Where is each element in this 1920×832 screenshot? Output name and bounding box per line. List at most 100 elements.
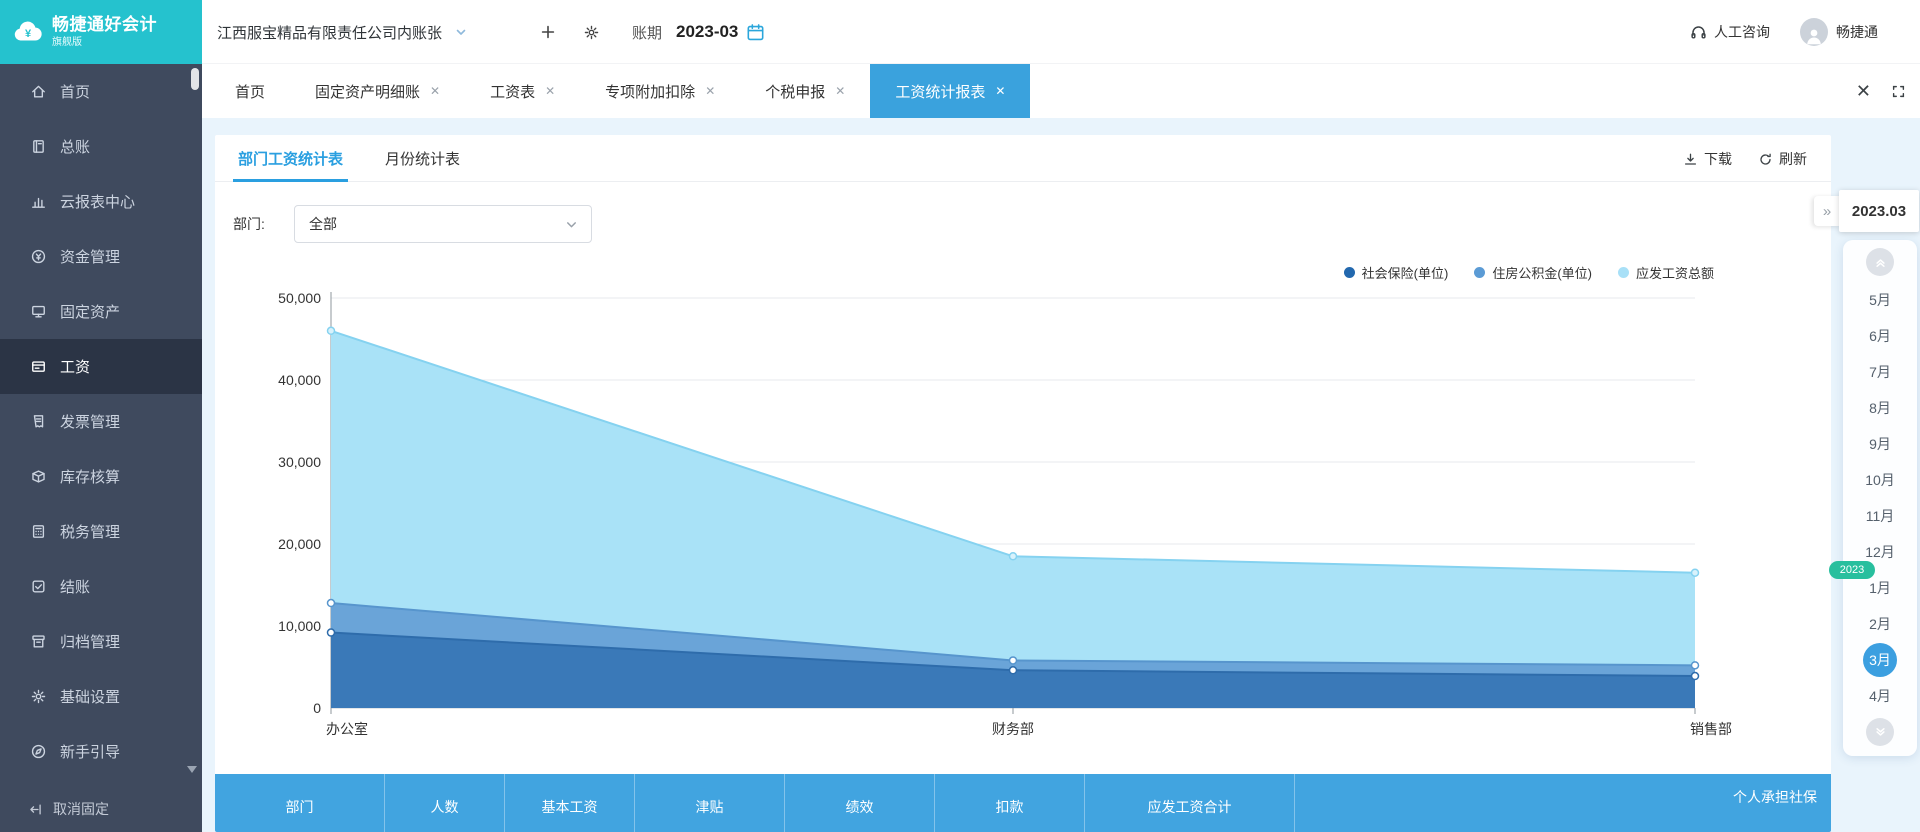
sidebar: 首页总账云报表中心 资金管理 固定资产 工资发票管理库存核算税务管理结账 归档管理 基础设… [0,64,202,832]
sidebar-item-label: 总账 [60,139,91,156]
sidebar-item-invoice[interactable]: 发票管理 [0,394,202,449]
svg-text:办公室: 办公室 [326,721,368,737]
month-panel: 5月 6月 7月 8月 9月 10月 11月 12月 1月 2月 3月 4月 2023 [1829,240,1917,756]
salary-chart-svg: 0 10,000 20,000 30,000 40,000 50,000 办公室 财务部 销售部 [278,290,1732,737]
document-tab[interactable]: 专项附加扣除 ✕ [580,64,740,118]
period-value[interactable]: 2023-03 [676,22,739,41]
month-item[interactable]: 3月 [1843,642,1917,678]
sidebar-item-settings[interactable]: 基础设置 [0,669,202,724]
svg-text:财务部: 财务部 [992,721,1034,737]
svg-text:40,000: 40,000 [278,372,321,388]
year-badge: 2023 [1829,561,1875,579]
document-tab[interactable]: 工资表 ✕ [465,64,580,118]
svg-text:30,000: 30,000 [278,454,321,470]
calendar-icon[interactable] [746,0,765,64]
sidebar-item-report[interactable]: 云报表中心 [0,174,202,229]
settings-gear-button[interactable] [583,0,600,64]
sidebar-scroll-down-icon[interactable] [187,766,197,778]
report-icon [30,193,47,210]
chevron-down-icon [564,217,579,232]
close-all-tabs-icon[interactable]: ✕ [1855,81,1871,101]
sidebar-item-inventory[interactable]: 库存核算 [0,449,202,504]
user-name: 畅捷通 [1836,24,1878,40]
scroll-up-button[interactable] [1866,248,1894,276]
column-header: 部门 [215,774,385,832]
svg-text:50,000: 50,000 [278,290,321,306]
report-card: 部门工资统计表 月份统计表 下载 刷新 部门: 全部 [215,135,1831,832]
sidebar-item-guide[interactable]: 新手引导 [0,724,202,779]
tab-close-icon[interactable]: ✕ [430,84,441,98]
legend-item[interactable]: 住房公积金(单位) [1474,263,1592,282]
scroll-down-button[interactable] [1866,718,1894,746]
tab-close-icon[interactable]: ✕ [835,84,846,98]
download-label: 下载 [1704,151,1732,167]
sidebar-item-closing[interactable]: 结账 [0,559,202,614]
table-header-row: 部门 人数 基本工资 津贴 绩效 扣款 应发工资合计 个人承担社保 [215,774,1831,832]
department-select[interactable]: 全部 [294,205,592,243]
month-item[interactable]: 2月 [1869,616,1891,632]
sidebar-item-label: 首页 [60,84,91,101]
document-tab[interactable]: 固定资产明细账 ✕ [290,64,465,118]
download-button[interactable]: 下载 [1683,149,1732,169]
sidebar-item-home[interactable]: 首页 [0,64,202,119]
sidebar-scrollbar-thumb[interactable] [191,68,199,90]
month-item[interactable]: 12月 [1865,544,1895,560]
document-tabbar: 首页 固定资产明细账 ✕ 工资表 ✕ 专项附加扣除 ✕ 个税申报 ✕ 工资统计报表 ✕ ✕ [202,64,1920,118]
edition-badge: 旗舰版 [52,37,82,49]
invoice-icon [30,413,47,430]
support-link[interactable]: 人工咨询 [1690,22,1770,42]
report-subtab[interactable]: 月份统计表 [385,150,461,168]
month-item[interactable]: 10月 [1865,472,1895,488]
legend-item[interactable]: 社会保险(单位) [1343,263,1448,282]
guide-icon [30,743,47,760]
month-item[interactable]: 9月 [1869,436,1891,452]
month-item[interactable]: 1月 [1869,580,1891,596]
column-header: 应发工资合计 [1085,774,1295,832]
month-item[interactable]: 5月 [1869,292,1891,308]
app-logo[interactable]: ¥ 畅捷通好会计 旗舰版 [0,0,202,64]
legend-item[interactable]: 应发工资总额 [1617,263,1714,282]
sidebar-item-ledger[interactable]: 总账 [0,119,202,174]
month-item[interactable]: 6月 [1869,328,1891,344]
tab-close-icon[interactable]: ✕ [995,84,1006,98]
sidebar-item-label: 税务管理 [60,524,121,541]
tab-close-icon[interactable]: ✕ [545,84,556,98]
refresh-label: 刷新 [1779,151,1807,167]
month-item[interactable]: 8月 [1869,400,1891,416]
settings-icon [30,688,47,705]
current-period-box[interactable]: 2023.03 [1839,190,1919,232]
company-selector[interactable]: 江西服宝精品有限责任公司内账张 [217,0,468,64]
tab-label: 固定资产明细账 [315,83,421,101]
sidebar-item-archive[interactable]: 归档管理 [0,614,202,669]
sidebar-item-salary[interactable]: 工资 [0,339,202,394]
sidebar-item-asset[interactable]: 固定资产 [0,284,202,339]
fullscreen-icon[interactable] [1891,84,1906,99]
sidebar-item-fund[interactable]: 资金管理 [0,229,202,284]
ledger-icon [30,138,47,155]
sidebar-item-label: 发票管理 [60,414,121,431]
avatar [1800,18,1828,46]
unpin-sidebar-button[interactable]: 取消固定 [0,792,202,826]
app-title: 畅捷通好会计 [52,15,157,35]
collapse-panel-handle[interactable]: » [1814,196,1840,226]
refresh-button[interactable]: 刷新 [1758,149,1807,169]
document-tab[interactable]: 个税申报 ✕ [740,64,870,118]
tab-close-icon[interactable]: ✕ [705,84,716,98]
user-menu[interactable]: 畅捷通 [1800,18,1878,46]
month-list: 5月 6月 7月 8月 9月 10月 11月 12月 1月 2月 3月 4月 [1843,282,1917,714]
document-tab[interactable]: 工资统计报表 ✕ [870,64,1031,118]
closing-icon [30,578,47,595]
sidebar-item-tax[interactable]: 税务管理 [0,504,202,559]
add-account-button[interactable] [540,0,556,64]
salary-chart: 0 10,000 20,000 30,000 40,000 50,000 办公室 财务部 销售部 [215,290,1831,760]
content-area: 部门工资统计表 月份统计表 下载 刷新 部门: 全部 [202,118,1920,832]
report-subtab[interactable]: 部门工资统计表 [217,135,364,182]
fund-icon [30,248,47,265]
column-header: 基本工资 [505,774,635,832]
month-item[interactable]: 4月 [1869,688,1891,704]
sidebar-menu: 首页总账云报表中心 资金管理 固定资产 工资发票管理库存核算税务管理结账 归档管理 基础设… [0,64,202,779]
column-header: 人数 [385,774,505,832]
month-item[interactable]: 7月 [1869,364,1891,380]
month-item[interactable]: 11月 [1865,508,1895,524]
document-tab[interactable]: 首页 [210,64,290,118]
